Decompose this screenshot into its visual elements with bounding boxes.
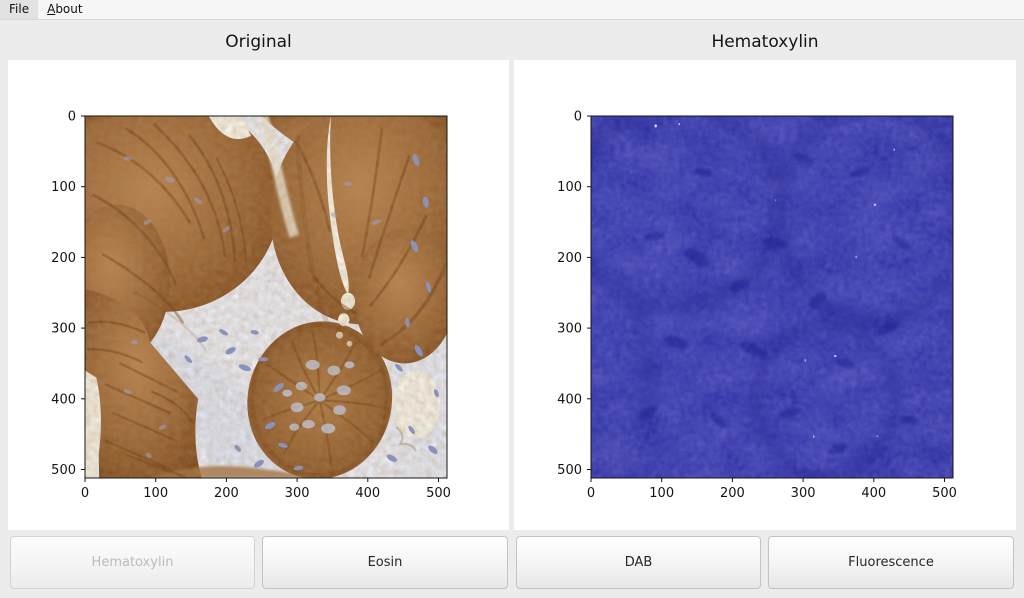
y-tick-label: 100 [557,180,582,195]
y-tick-label: 0 [68,110,76,125]
x-tick-label: 0 [81,486,89,501]
x-tick-label: 500 [932,486,957,501]
hematoxylin-image [591,116,953,478]
y-tick-label: 300 [557,322,582,337]
y-tick-label: 200 [51,251,76,266]
y-tick-label: 200 [557,251,582,266]
dab-button[interactable]: DAB [516,536,761,589]
eosin-button[interactable]: Eosin [262,536,508,589]
original-image [85,116,447,478]
x-tick-label: 200 [720,486,745,501]
menubar: File About [0,0,1024,20]
y-tick-label: 400 [51,392,76,407]
x-tick-label: 100 [649,486,674,501]
y-tick-label: 400 [557,392,582,407]
hematoxylin-button[interactable]: Hematoxylin [10,536,255,589]
x-tick-label: 400 [861,486,886,501]
hematoxylin-figure-canvas: 0 100 200 300 400 500 0 100 200 300 400 … [514,60,1016,530]
original-figure-canvas: 0 100 200 300 400 500 0 100 200 300 400 … [8,60,509,530]
y-tick-label: 300 [51,322,76,337]
menu-file[interactable]: File [0,0,39,19]
fluorescence-button[interactable]: Fluorescence [768,536,1014,589]
y-tick-label: 0 [574,110,582,125]
x-tick-label: 500 [426,486,451,501]
x-tick-label: 200 [214,486,239,501]
x-tick-label: 300 [285,486,310,501]
hematoxylin-panel-title: Hematoxylin [711,32,819,52]
original-panel-title: Original [225,32,292,52]
y-tick-label: 500 [51,463,76,478]
x-tick-label: 0 [587,486,595,501]
y-tick-label: 500 [557,463,582,478]
x-tick-label: 300 [791,486,816,501]
menu-about[interactable]: About [47,2,83,16]
y-tick-label: 100 [51,180,76,195]
x-tick-label: 100 [143,486,168,501]
x-tick-label: 400 [355,486,380,501]
